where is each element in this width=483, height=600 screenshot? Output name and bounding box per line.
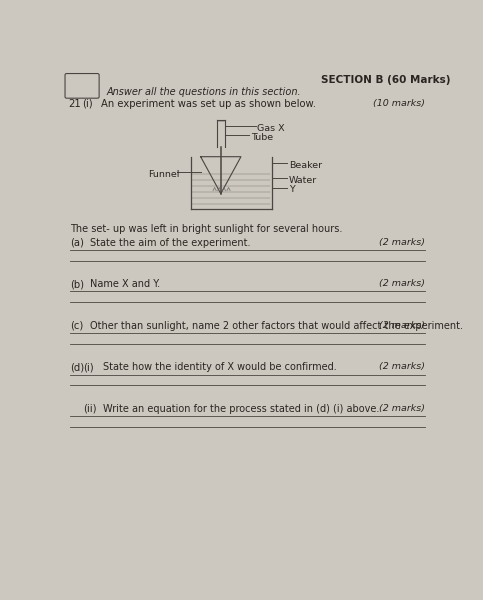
Text: (ii): (ii)	[84, 404, 97, 414]
Text: Beaker: Beaker	[289, 161, 322, 170]
Text: (2 marks): (2 marks)	[379, 279, 425, 288]
Text: Tube: Tube	[251, 133, 273, 142]
Text: (b): (b)	[71, 279, 85, 289]
Text: (d): (d)	[71, 362, 85, 372]
Text: Y: Y	[289, 185, 295, 194]
Text: (a): (a)	[71, 238, 85, 248]
Text: (10 marks): (10 marks)	[372, 99, 425, 108]
Text: State how the identity of X would be confirmed.: State how the identity of X would be con…	[103, 362, 337, 372]
Text: Other than sunlight, name 2 other factors that would affect the experiment.: Other than sunlight, name 2 other factor…	[90, 321, 463, 331]
Text: Gas X: Gas X	[257, 124, 285, 133]
Text: Name X and Y.: Name X and Y.	[90, 279, 160, 289]
Text: (c): (c)	[71, 321, 84, 331]
Text: Funnel: Funnel	[148, 170, 179, 179]
Text: SECTION B (60 Marks): SECTION B (60 Marks)	[321, 75, 451, 85]
Text: (2 marks): (2 marks)	[379, 321, 425, 330]
Text: (2 marks): (2 marks)	[379, 362, 425, 371]
Text: An experiment was set up as shown below.: An experiment was set up as shown below.	[100, 99, 316, 109]
Text: The set- up was left in bright sunlight for several hours.: The set- up was left in bright sunlight …	[71, 224, 343, 235]
Text: (2 marks): (2 marks)	[379, 238, 425, 247]
Text: (i): (i)	[82, 99, 93, 109]
Text: Answer all the questions in this section.: Answer all the questions in this section…	[107, 88, 301, 97]
Text: Water: Water	[289, 176, 317, 185]
Text: State the aim of the experiment.: State the aim of the experiment.	[90, 238, 250, 248]
Text: (2 marks): (2 marks)	[379, 404, 425, 413]
Text: 21: 21	[68, 99, 81, 109]
Text: (i): (i)	[84, 362, 94, 372]
Text: Write an equation for the process stated in (d) (i) above.: Write an equation for the process stated…	[103, 404, 379, 414]
